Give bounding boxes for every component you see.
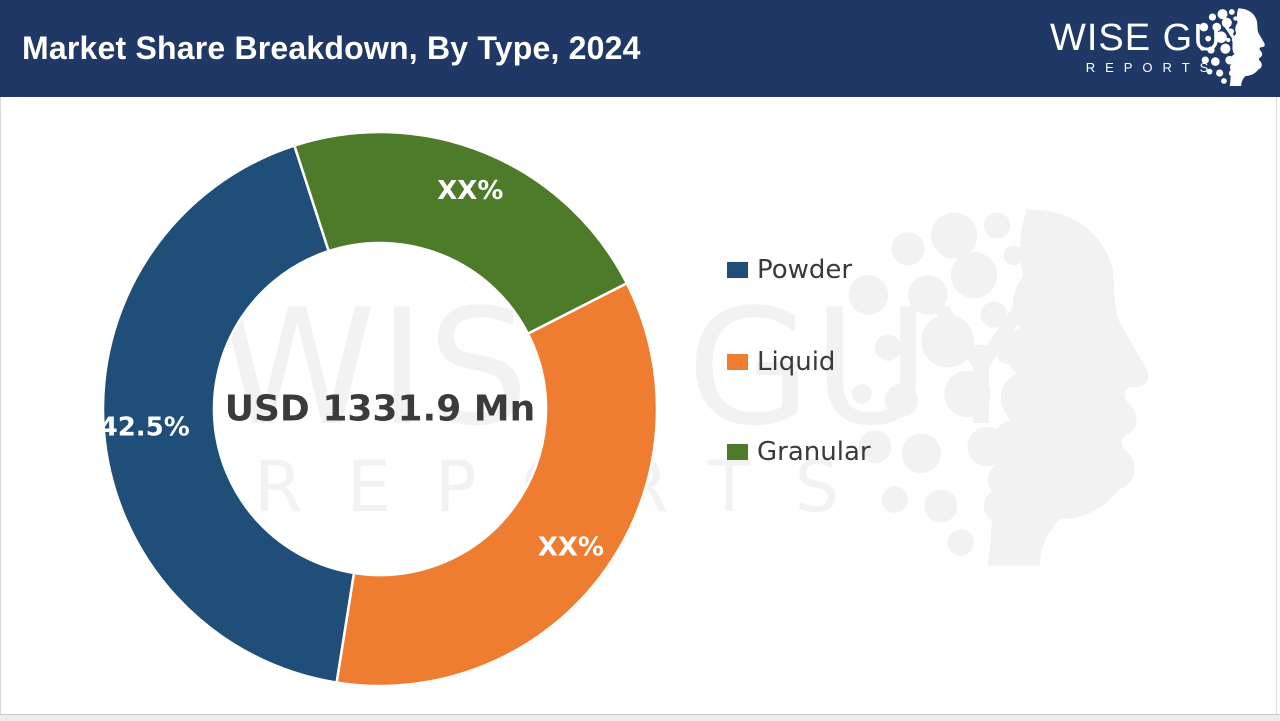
center-value-label: USD 1331.9 Mn [225, 389, 535, 430]
wise-guy-reports-logo: WISE GUY REPORTS [1030, 5, 1270, 93]
page-title: Market Share Breakdown, By Type, 2024 [22, 30, 641, 66]
segment-pct-label-powder: 42.5% [100, 413, 190, 443]
logo-head-icon [1199, 8, 1265, 86]
footer-strip [0, 714, 1280, 721]
frame-left-border [0, 97, 1, 715]
header-bar: Market Share Breakdown, By Type, 2024 WI… [0, 0, 1280, 97]
legend-item-liquid: Liquid [727, 347, 835, 377]
legend-label-liquid: Liquid [757, 347, 836, 377]
legend-label-granular: Granular [757, 437, 871, 467]
legend-swatch-granular [727, 444, 748, 460]
donut-segment-powder [101, 144, 356, 684]
legend-label-powder: Powder [757, 255, 853, 285]
legend-swatch-liquid [727, 354, 748, 370]
segment-pct-label-granular: XX% [437, 176, 503, 206]
logo-reports-text: REPORTS [1085, 60, 1219, 75]
frame-right-border [1276, 97, 1277, 715]
segment-pct-label-liquid: XX% [538, 533, 604, 563]
donut-segment-granular [293, 130, 629, 335]
donut-segment-liquid [335, 281, 659, 688]
legend-item-granular: Granular [727, 437, 871, 467]
legend-item-powder: Powder [727, 255, 852, 285]
legend-swatch-powder [727, 262, 748, 278]
